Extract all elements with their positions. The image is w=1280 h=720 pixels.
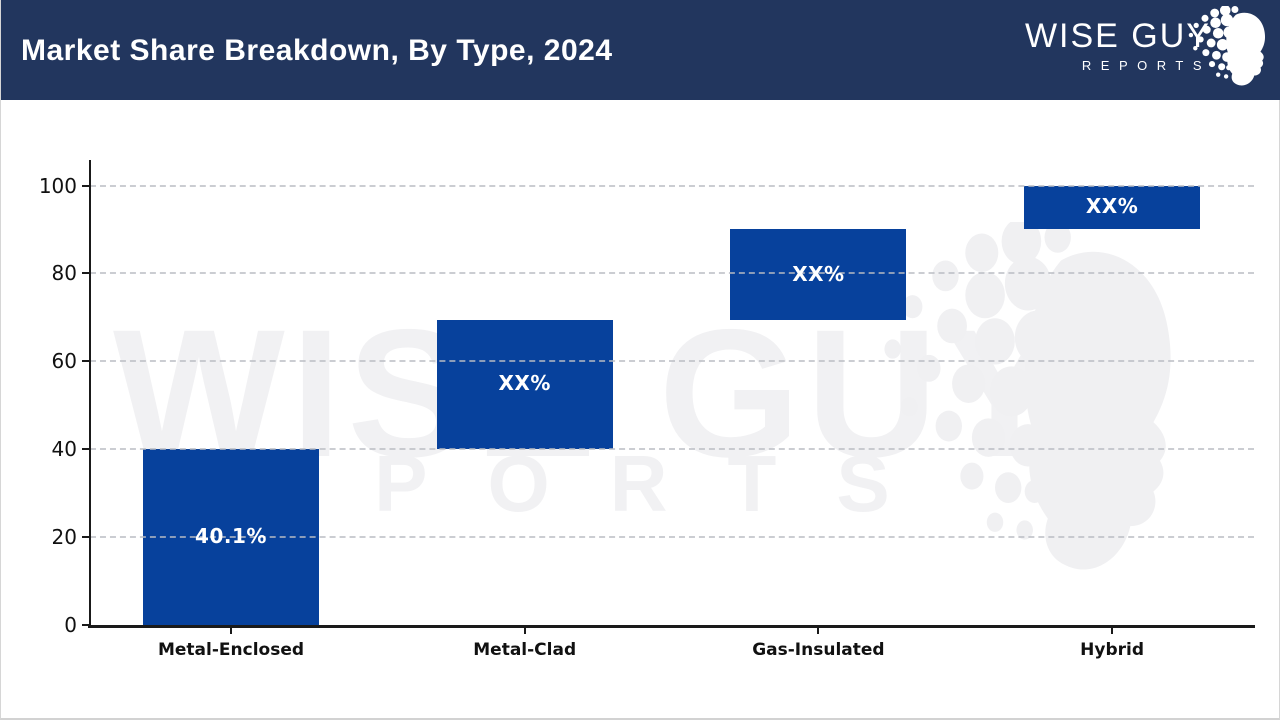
y-tick-mark-40 [82, 448, 90, 451]
x-axis-spine [88, 625, 1255, 628]
x-tick-mark-1 [230, 627, 232, 634]
y-axis-spine [89, 160, 91, 627]
bar-value-label-3: XX% [792, 261, 845, 286]
y-tick-mark-0 [82, 624, 90, 626]
x-category-label-3: Gas-Insulated [752, 640, 885, 660]
y-tick-label-0: 0 [64, 613, 77, 637]
watermark-head-icon [884, 222, 1171, 570]
x-category-label-2: Metal-Clad [473, 640, 577, 660]
header-bar: Market Share Breakdown, By Type, 2024 WI… [1, 0, 1280, 100]
y-tick-label-100: 100 [38, 173, 77, 198]
bar-value-label-1: 40.1% [195, 523, 267, 548]
logo-subtitle: REPORTS [1081, 58, 1211, 73]
x-tick-mark-2 [523, 627, 526, 634]
y-tick-mark-20 [82, 536, 90, 539]
x-tick-mark-3 [817, 627, 820, 634]
y-tick-mark-100 [82, 184, 90, 187]
y-tick-label-20: 20 [51, 525, 77, 550]
x-tick-mark-4 [1111, 627, 1114, 634]
gridline-80 [90, 272, 1254, 275]
bar-value-label-4: XX% [1085, 194, 1139, 219]
x-category-label-1: Metal-Enclosed [157, 640, 305, 660]
logo-text: WISE GUY REPORTS [1025, 18, 1211, 73]
gridline-60 [90, 360, 1254, 363]
y-tick-label-80: 80 [51, 261, 77, 286]
wise-guy-reports-logo: WISE GUY REPORTS [1013, 0, 1273, 100]
y-tick-label-40: 40 [51, 437, 77, 462]
bar-metal-clad [436, 319, 613, 449]
gridline-100 [90, 184, 1254, 187]
dotted-head-icon [1188, 6, 1266, 86]
gridline-40 [90, 448, 1254, 451]
y-tick-mark-60 [82, 360, 90, 363]
x-category-label-4: Hybrid [1080, 640, 1145, 660]
logo-wordmark: WISE GUY [1024, 17, 1211, 55]
y-tick-label-60: 60 [51, 349, 77, 374]
gridline-20 [90, 536, 1254, 539]
bar-gas-insulated [730, 229, 907, 320]
page-title: Market Share Breakdown, By Type, 2024 [21, 34, 613, 67]
bar-value-label-2: XX% [498, 371, 551, 396]
bar-hybrid [1024, 185, 1201, 230]
y-tick-mark-80 [82, 272, 90, 275]
